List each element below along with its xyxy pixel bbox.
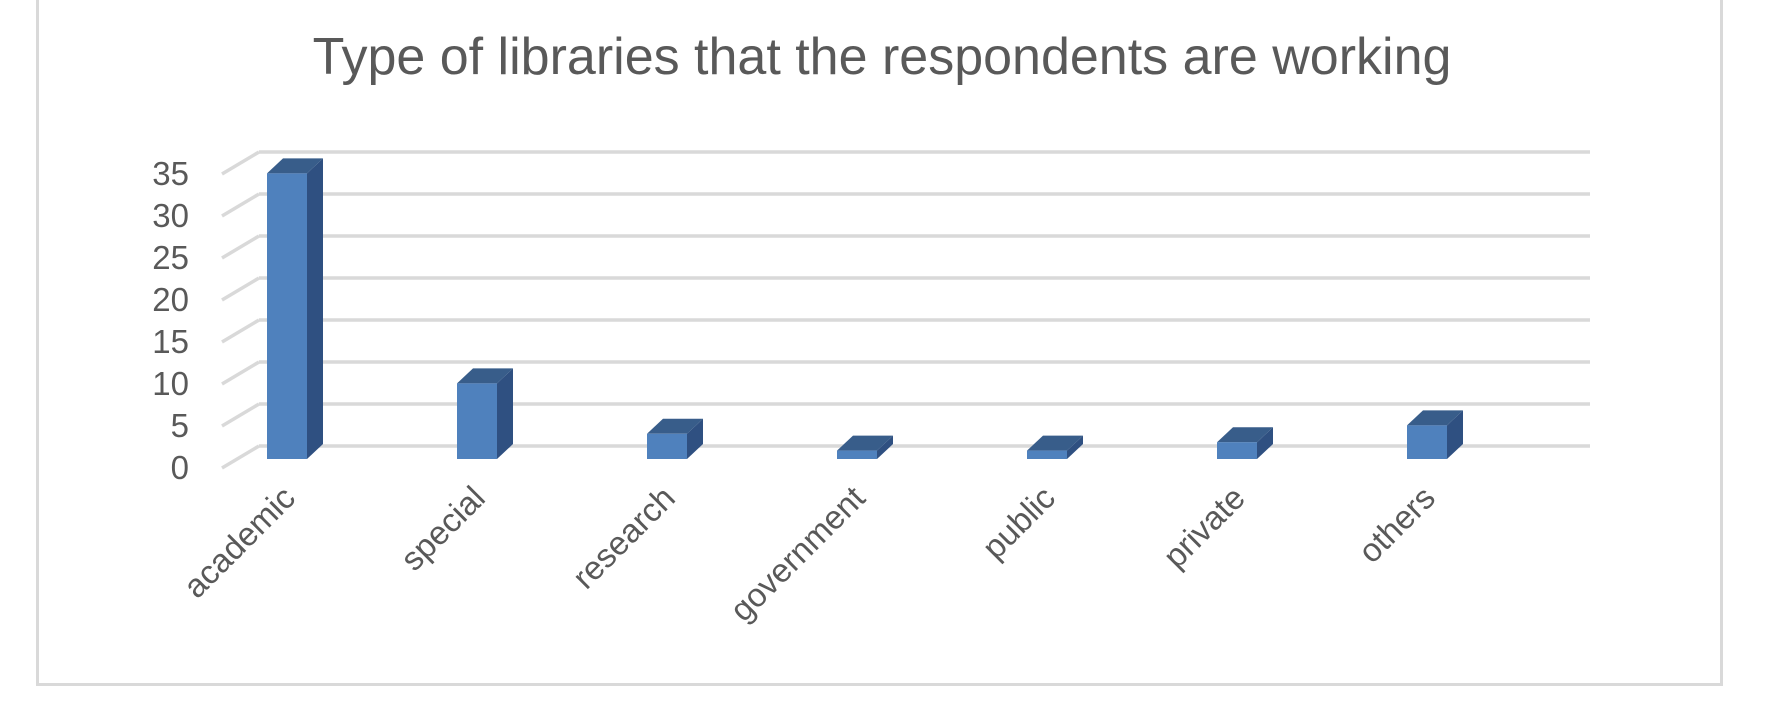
- gridline-depth: [221, 444, 260, 470]
- y-tick-label: 15: [152, 323, 189, 360]
- y-tick-label: 0: [171, 449, 189, 486]
- bar-special: [457, 368, 513, 459]
- x-tick-label: private: [1156, 479, 1252, 575]
- bar-public: [1027, 435, 1083, 459]
- x-tick-label: special: [393, 479, 492, 578]
- bar-government: [837, 435, 893, 459]
- bars: [267, 158, 1463, 459]
- gridlines: [221, 150, 1590, 470]
- y-axis: 0 5 10 15 20 25 30 35: [152, 155, 189, 486]
- gridline-depth: [221, 234, 260, 260]
- bar-research: [647, 418, 703, 459]
- bar-private: [1217, 427, 1273, 459]
- y-tick-label: 10: [152, 365, 189, 402]
- gridline-depth: [221, 360, 260, 386]
- bar-academic: [267, 158, 323, 459]
- x-tick-label: others: [1351, 479, 1442, 570]
- gridline-depth: [221, 318, 260, 344]
- x-tick-label: public: [975, 479, 1062, 566]
- y-tick-label: 20: [152, 281, 189, 318]
- x-tick-label: government: [723, 479, 872, 628]
- x-tick-label: academic: [176, 479, 302, 605]
- y-tick-label: 35: [152, 155, 189, 192]
- y-tick-label: 30: [152, 197, 189, 234]
- y-tick-label: 5: [171, 407, 189, 444]
- gridline-depth: [221, 150, 260, 176]
- gridline-depth: [221, 402, 260, 428]
- chart-title: Type of libraries that the respondents a…: [313, 28, 1452, 86]
- x-axis: academic special research government public p…: [176, 479, 1442, 628]
- bar-others: [1407, 410, 1463, 459]
- gridline-depth: [221, 276, 260, 302]
- y-tick-label: 25: [152, 239, 189, 276]
- gridline-depth: [221, 192, 260, 218]
- x-tick-label: research: [565, 479, 682, 596]
